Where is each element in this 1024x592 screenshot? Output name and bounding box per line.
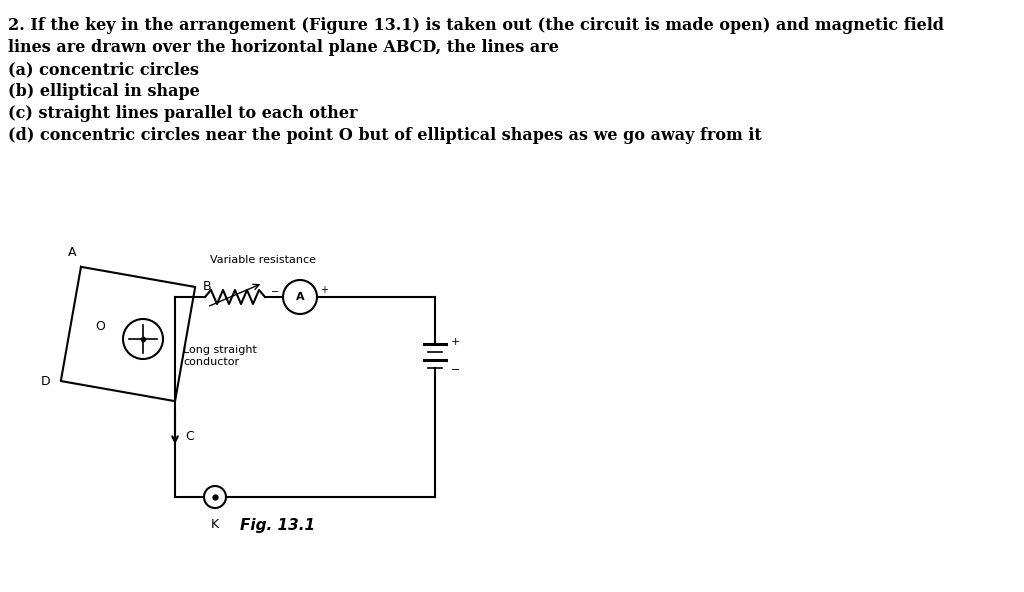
Text: Variable resistance: Variable resistance: [210, 255, 316, 265]
Text: C: C: [185, 430, 194, 443]
Text: (c) straight lines parallel to each other: (c) straight lines parallel to each othe…: [8, 105, 357, 122]
Text: A: A: [68, 246, 76, 259]
Text: K: K: [211, 518, 219, 531]
Text: −: −: [451, 365, 461, 375]
Text: −: −: [271, 287, 279, 297]
Text: (d) concentric circles near the point O but of elliptical shapes as we go away f: (d) concentric circles near the point O …: [8, 127, 762, 144]
Text: D: D: [41, 375, 51, 388]
Text: lines are drawn over the horizontal plane ABCD, the lines are: lines are drawn over the horizontal plan…: [8, 39, 559, 56]
Text: (b) elliptical in shape: (b) elliptical in shape: [8, 83, 200, 100]
Text: 2. If the key in the arrangement (Figure 13.1) is taken out (the circuit is made: 2. If the key in the arrangement (Figure…: [8, 17, 944, 34]
Text: (a) concentric circles: (a) concentric circles: [8, 61, 199, 78]
Text: B: B: [203, 281, 212, 294]
Text: A: A: [296, 292, 304, 302]
Text: +: +: [451, 337, 461, 347]
Text: Fig. 13.1: Fig. 13.1: [240, 518, 315, 533]
Text: Long straight
conductor: Long straight conductor: [183, 345, 257, 368]
Text: +: +: [319, 285, 328, 295]
Text: O: O: [95, 320, 104, 333]
